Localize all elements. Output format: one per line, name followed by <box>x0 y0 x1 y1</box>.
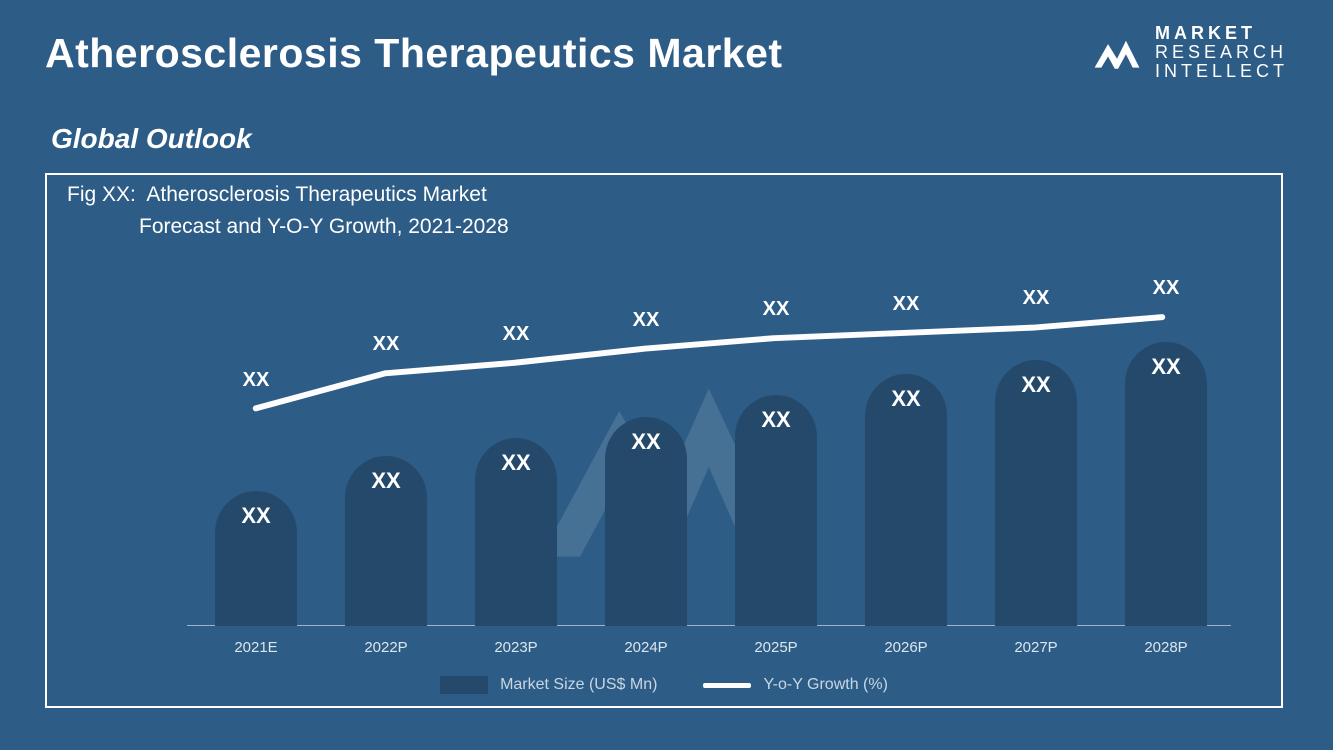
growth-line <box>187 275 1231 626</box>
figure-title: Atherosclerosis Therapeutics Market <box>146 183 486 206</box>
legend-item-bar: Market Size (US$ Mn) <box>440 676 657 694</box>
x-tick-label: 2023P <box>476 639 556 656</box>
legend-label-bar: Market Size (US$ Mn) <box>500 676 657 694</box>
logo-mark-icon <box>1089 24 1145 80</box>
figure-subtitle: Forecast and Y-O-Y Growth, 2021-2028 <box>139 215 509 239</box>
x-tick-label: 2022P <box>346 639 426 656</box>
x-tick-label: 2028P <box>1126 639 1206 656</box>
legend-item-line: Y-o-Y Growth (%) <box>703 676 887 694</box>
legend-swatch-line-icon <box>703 683 751 688</box>
plot-area: XXXX2021EXXXX2022PXXXX2023PXXXX2024PXXXX… <box>187 275 1231 626</box>
logo-line3: INTELLECT <box>1155 62 1288 81</box>
legend-label-line: Y-o-Y Growth (%) <box>763 676 887 694</box>
chart-frame: Fig XX: Atherosclerosis Therapeutics Mar… <box>45 173 1283 708</box>
legend: Market Size (US$ Mn) Y-o-Y Growth (%) <box>47 676 1281 694</box>
figure-prefix: Fig XX: <box>67 183 136 206</box>
x-tick-label: 2026P <box>866 639 946 656</box>
page-root: Atherosclerosis Therapeutics Market MARK… <box>0 0 1333 750</box>
subtitle: Global Outlook <box>51 123 1288 155</box>
legend-swatch-bar-icon <box>440 676 488 694</box>
logo-line2: RESEARCH <box>1155 43 1288 62</box>
figure-caption: Fig XX: Atherosclerosis Therapeutics Mar… <box>67 183 509 239</box>
brand-logo: MARKET RESEARCH INTELLECT <box>1089 24 1288 81</box>
logo-text: MARKET RESEARCH INTELLECT <box>1155 24 1288 81</box>
logo-line1: MARKET <box>1155 24 1288 43</box>
x-tick-label: 2025P <box>736 639 816 656</box>
x-tick-label: 2027P <box>996 639 1076 656</box>
x-tick-label: 2024P <box>606 639 686 656</box>
x-tick-label: 2021E <box>216 639 296 656</box>
